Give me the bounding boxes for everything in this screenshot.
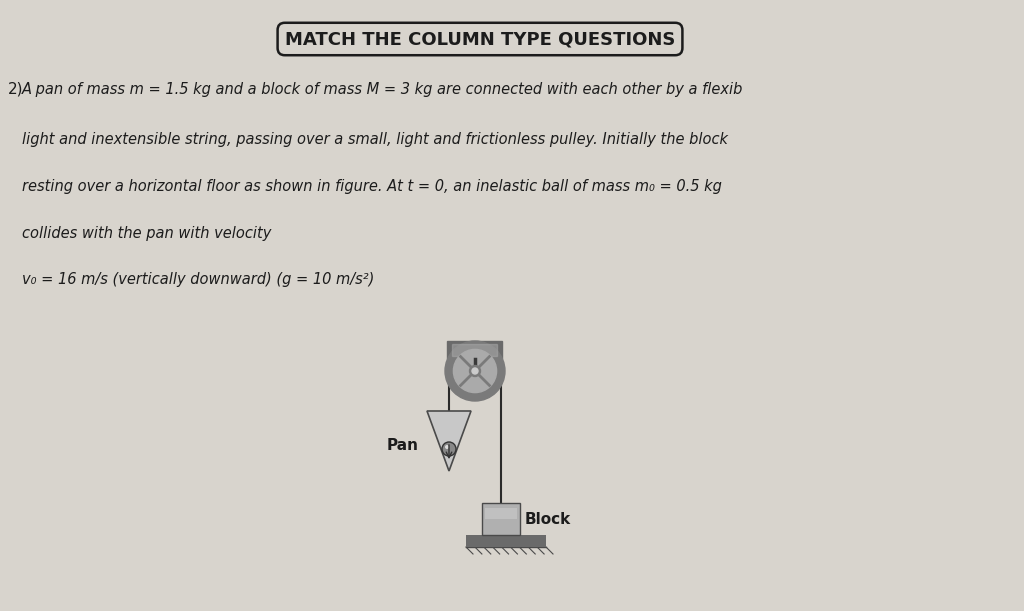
Circle shape	[442, 442, 456, 456]
Text: Block: Block	[525, 511, 571, 527]
Bar	[447, 341, 503, 359]
Text: Pan: Pan	[387, 439, 419, 453]
Circle shape	[445, 341, 505, 401]
Text: collides with the pan with velocity: collides with the pan with velocity	[22, 225, 271, 241]
Circle shape	[454, 349, 497, 393]
Circle shape	[445, 445, 449, 449]
Bar	[453, 344, 498, 356]
Text: 2): 2)	[8, 81, 24, 97]
Bar	[482, 503, 520, 535]
Text: v₀ = 16 m/s (vertically downward) (g = 10 m/s²): v₀ = 16 m/s (vertically downward) (g = 1…	[22, 271, 375, 287]
Circle shape	[469, 365, 480, 376]
Bar	[466, 535, 546, 547]
Text: A pan of mass m = 1.5 kg and a block of mass M = 3 kg are connected with each ot: A pan of mass m = 1.5 kg and a block of …	[22, 81, 743, 97]
Text: MATCH THE COLUMN TYPE QUESTIONS: MATCH THE COLUMN TYPE QUESTIONS	[285, 30, 675, 48]
Text: resting over a horizontal floor as shown in figure. At t = 0, an inelastic ball : resting over a horizontal floor as shown…	[22, 178, 722, 194]
Bar	[485, 508, 517, 519]
Text: light and inextensible string, passing over a small, light and frictionless pull: light and inextensible string, passing o…	[22, 131, 728, 147]
Circle shape	[472, 368, 478, 374]
Polygon shape	[427, 411, 471, 471]
